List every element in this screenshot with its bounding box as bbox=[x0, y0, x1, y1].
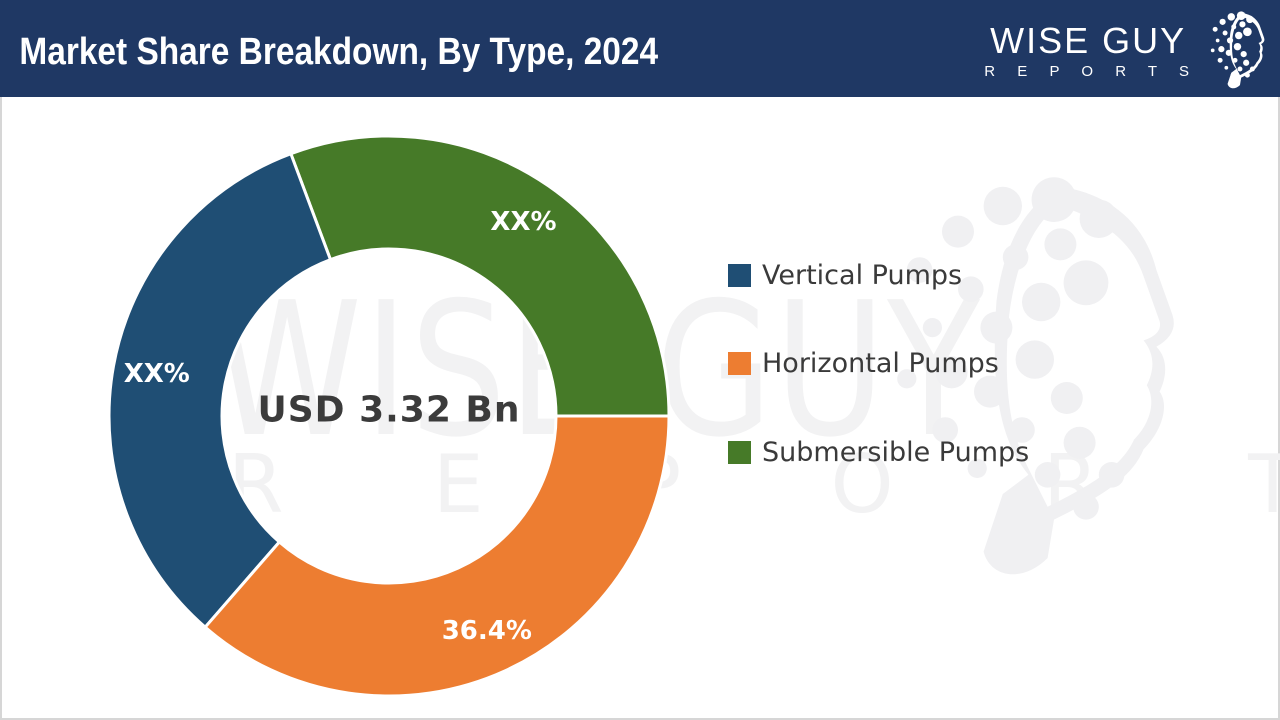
legend-label: Horizontal Pumps bbox=[762, 347, 999, 379]
legend-item-horizontal-pumps: Horizontal Pumps bbox=[728, 347, 999, 379]
legend-swatch-vertical-pumps bbox=[728, 263, 751, 287]
donut-slice-submersible-pumps bbox=[289, 134, 671, 418]
legend-label: Submersible Pumps bbox=[762, 436, 1030, 468]
logo-face-icon bbox=[1204, 10, 1266, 92]
wise-guy-reports-logo: WISE GUY R E P O R T S bbox=[978, 6, 1280, 92]
slice-value-label: XX% bbox=[124, 359, 190, 389]
logo-line1: WISE GUY bbox=[990, 19, 1187, 61]
chart-center-value: USD 3.32 Bn bbox=[257, 389, 521, 431]
legend-label: Vertical Pumps bbox=[762, 259, 963, 291]
logo-line2: R E P O R T S bbox=[984, 62, 1198, 80]
donut-slice-horizontal-pumps bbox=[203, 414, 671, 698]
header-bar: Market Share Breakdown, By Type, 2024 WI… bbox=[0, 0, 1280, 97]
slice-value-label: 36.4% bbox=[442, 616, 532, 646]
legend-item-vertical-pumps: Vertical Pumps bbox=[728, 259, 963, 291]
donut-slice-vertical-pumps bbox=[107, 152, 332, 629]
content-frame bbox=[0, 97, 1280, 720]
legend-item-submersible-pumps: Submersible Pumps bbox=[728, 436, 1030, 468]
slice-value-label: XX% bbox=[490, 207, 556, 237]
logo-text: WISE GUY R E P O R T S bbox=[978, 19, 1198, 80]
legend-swatch-horizontal-pumps bbox=[728, 351, 751, 375]
page-title: Market Share Breakdown, By Type, 2024 bbox=[19, 31, 659, 73]
legend-swatch-submersible-pumps bbox=[728, 440, 751, 464]
donut-chart: XX% XX% 36.4% bbox=[107, 134, 671, 698]
